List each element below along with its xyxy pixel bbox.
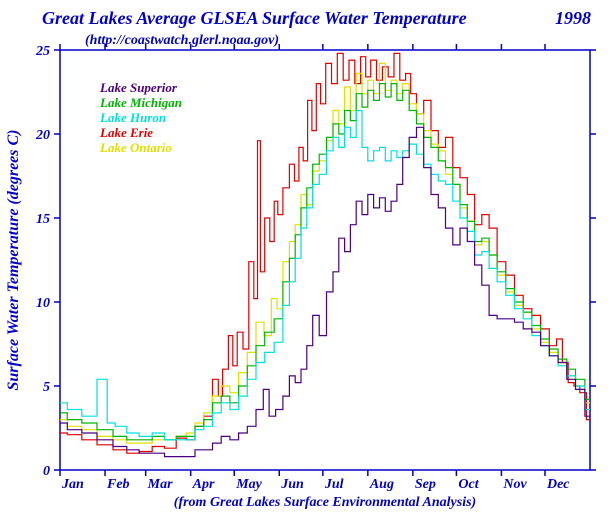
chart-title: Great Lakes Average GLSEA Surface Water … bbox=[42, 8, 467, 28]
x-tick-label: May bbox=[235, 477, 262, 492]
legend-item: Lake Michigan bbox=[99, 95, 182, 110]
chart-footer: (from Great Lakes Surface Environmental … bbox=[174, 495, 476, 510]
chart-svg: Great Lakes Average GLSEA Surface Water … bbox=[0, 0, 613, 512]
x-tick-label: Oct bbox=[458, 477, 479, 492]
legend-item: Lake Huron bbox=[99, 110, 166, 125]
legend-item: Lake Erie bbox=[99, 125, 153, 140]
legend-item: Lake Superior bbox=[99, 80, 178, 95]
y-tick-label: 5 bbox=[43, 380, 50, 395]
legend-item: Lake Ontario bbox=[99, 140, 172, 155]
x-tick-label: Nov bbox=[502, 477, 527, 492]
y-tick-label: 20 bbox=[35, 128, 50, 143]
y-tick-label: 10 bbox=[36, 296, 50, 311]
x-tick-label: Apr bbox=[192, 477, 215, 492]
x-tick-label: Jun bbox=[280, 477, 304, 492]
x-tick-label: Jan bbox=[61, 477, 84, 492]
chart-year: 1998 bbox=[555, 8, 591, 28]
x-tick-label: Jul bbox=[324, 477, 344, 492]
x-tick-label: Aug bbox=[369, 477, 394, 492]
y-tick-label: 25 bbox=[35, 44, 50, 59]
x-tick-label: Feb bbox=[106, 477, 130, 492]
x-tick-label: Sep bbox=[415, 477, 436, 492]
x-tick-label: Dec bbox=[546, 477, 570, 492]
y-tick-label: 0 bbox=[43, 464, 50, 479]
x-tick-label: Mar bbox=[147, 477, 173, 492]
chart-subtitle: (http://coastwatch.glerl.noaa.gov) bbox=[85, 33, 279, 48]
y-tick-label: 15 bbox=[36, 212, 50, 227]
y-axis-label: Surface Water Temperature (degrees C) bbox=[5, 129, 22, 390]
